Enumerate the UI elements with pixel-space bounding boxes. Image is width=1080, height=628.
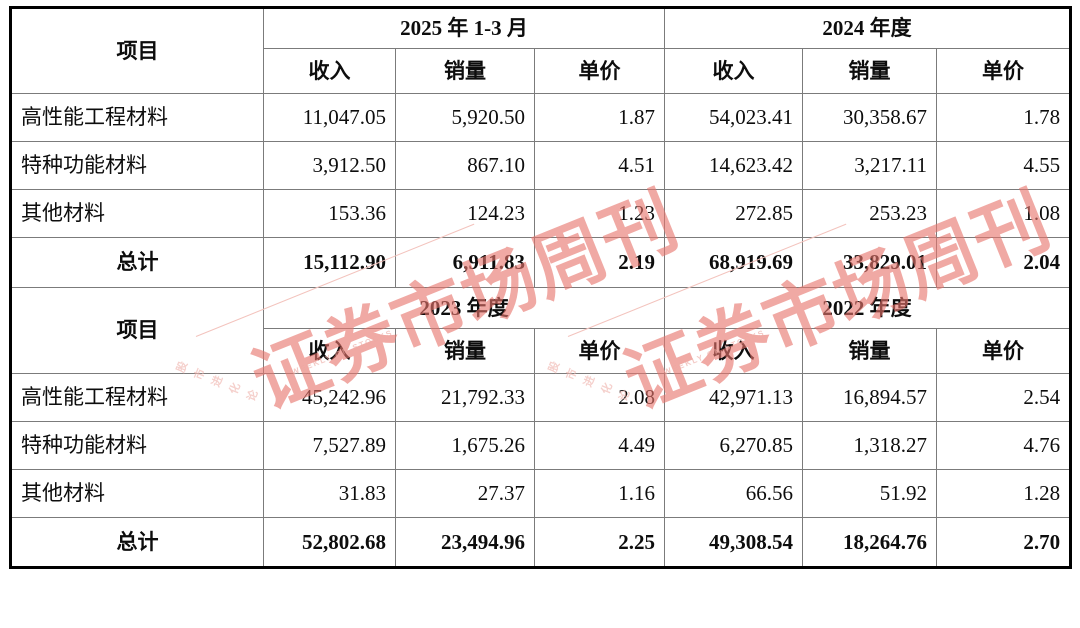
- cell-value: 253.23: [802, 189, 938, 238]
- header-row-years-2: 项目 2023 年度 2022 年度: [10, 287, 1072, 374]
- cell-value: 3,912.50: [263, 141, 396, 190]
- cell-value: 11,047.05: [263, 93, 396, 142]
- cell-value: 3,217.11: [802, 141, 938, 190]
- cell-value: 867.10: [395, 141, 535, 190]
- cell-value: 272.85: [664, 189, 804, 238]
- header-period-2023: 2023 年度: [262, 287, 666, 329]
- cell-value: 4.55: [936, 141, 1072, 190]
- row-label: 特种功能材料: [10, 421, 264, 470]
- cell-value: 16,894.57: [802, 373, 938, 422]
- row-label: 其他材料: [10, 469, 264, 518]
- cell-value: 21,792.33: [395, 373, 535, 422]
- header-volume-2022: 销量: [802, 328, 938, 374]
- header-row-years-1: 项目 2025 年 1-3 月 2024 年度: [10, 7, 1072, 94]
- cell-value: 51.92: [802, 469, 938, 518]
- header-unitprice-2024: 单价: [936, 48, 1072, 94]
- row-label: 特种功能材料: [10, 141, 264, 190]
- total-value: 2.25: [533, 517, 666, 568]
- header-period-2024: 2024 年度: [664, 7, 1072, 49]
- row-label: 高性能工程材料: [10, 93, 264, 142]
- cell-value: 1.28: [936, 469, 1072, 518]
- total-value: 33,829.01: [802, 237, 938, 288]
- cell-value: 14,623.42: [664, 141, 804, 190]
- cell-value: 27.37: [395, 469, 535, 518]
- cell-value: 153.36: [263, 189, 396, 238]
- total-label: 总计: [10, 517, 264, 568]
- header-item-2: 项目: [10, 287, 264, 374]
- total-value: 49,308.54: [664, 517, 804, 568]
- financial-table: 项目 2025 年 1-3 月 2024 年度 收入 销量 单价 收入 销量 单…: [9, 6, 1073, 569]
- header-revenue-2022: 收入: [664, 328, 804, 374]
- row-label: 其他材料: [10, 189, 264, 238]
- row-label: 高性能工程材料: [10, 373, 264, 422]
- total-value: 68,919.69: [664, 237, 804, 288]
- cell-value: 1.78: [936, 93, 1072, 142]
- header-volume-2024: 销量: [802, 48, 938, 94]
- cell-value: 5,920.50: [395, 93, 535, 142]
- cell-value: 124.23: [395, 189, 535, 238]
- header-unitprice-2022: 单价: [936, 328, 1072, 374]
- total-value: 18,264.76: [802, 517, 938, 568]
- header-period-2025: 2025 年 1-3 月: [262, 7, 666, 49]
- cell-value: 4.49: [533, 421, 666, 470]
- header-volume-2023: 销量: [395, 328, 535, 374]
- table-row: 其他材料 153.36 124.23 1.23 272.85 253.23 1.…: [10, 189, 1072, 238]
- header-revenue-2024: 收入: [664, 48, 804, 94]
- cell-value: 6,270.85: [664, 421, 804, 470]
- cell-value: 54,023.41: [664, 93, 804, 142]
- cell-value: 1.16: [533, 469, 666, 518]
- header-unitprice-2025: 单价: [533, 48, 666, 94]
- total-value: 2.70: [936, 517, 1072, 568]
- cell-value: 7,527.89: [263, 421, 396, 470]
- total-value: 6,911.83: [395, 237, 535, 288]
- cell-value: 42,971.13: [664, 373, 804, 422]
- total-value: 15,112.90: [263, 237, 396, 288]
- table-row: 其他材料 31.83 27.37 1.16 66.56 51.92 1.28: [10, 469, 1072, 518]
- cell-value: 66.56: [664, 469, 804, 518]
- total-label: 总计: [10, 237, 264, 288]
- cell-value: 1,318.27: [802, 421, 938, 470]
- cell-value: 45,242.96: [263, 373, 396, 422]
- header-period-2022: 2022 年度: [664, 287, 1072, 329]
- cell-value: 1.87: [533, 93, 666, 142]
- cell-value: 2.08: [533, 373, 666, 422]
- total-value: 52,802.68: [263, 517, 396, 568]
- cell-value: 4.76: [936, 421, 1072, 470]
- cell-value: 30,358.67: [802, 93, 938, 142]
- table-row: 特种功能材料 7,527.89 1,675.26 4.49 6,270.85 1…: [10, 421, 1072, 470]
- cell-value: 1.23: [533, 189, 666, 238]
- cell-value: 2.54: [936, 373, 1072, 422]
- table-total-row-2: 总计 52,802.68 23,494.96 2.25 49,308.54 18…: [10, 517, 1072, 568]
- table-total-row-1: 总计 15,112.90 6,911.83 2.19 68,919.69 33,…: [10, 237, 1072, 288]
- table-page: 证券市场周刊 WEEKLY ON STOCKS 股市进化论 证券市场周刊 WEE…: [0, 6, 1080, 628]
- header-item-1: 项目: [10, 7, 264, 94]
- total-value: 2.04: [936, 237, 1072, 288]
- header-volume-2025: 销量: [395, 48, 535, 94]
- header-revenue-2025: 收入: [263, 48, 396, 94]
- total-value: 2.19: [533, 237, 666, 288]
- cell-value: 4.51: [533, 141, 666, 190]
- header-revenue-2023: 收入: [263, 328, 396, 374]
- cell-value: 31.83: [263, 469, 396, 518]
- header-unitprice-2023: 单价: [533, 328, 666, 374]
- table-row: 特种功能材料 3,912.50 867.10 4.51 14,623.42 3,…: [10, 141, 1072, 190]
- table-row: 高性能工程材料 45,242.96 21,792.33 2.08 42,971.…: [10, 373, 1072, 422]
- cell-value: 1.08: [936, 189, 1072, 238]
- cell-value: 1,675.26: [395, 421, 535, 470]
- table-row: 高性能工程材料 11,047.05 5,920.50 1.87 54,023.4…: [10, 93, 1072, 142]
- total-value: 23,494.96: [395, 517, 535, 568]
